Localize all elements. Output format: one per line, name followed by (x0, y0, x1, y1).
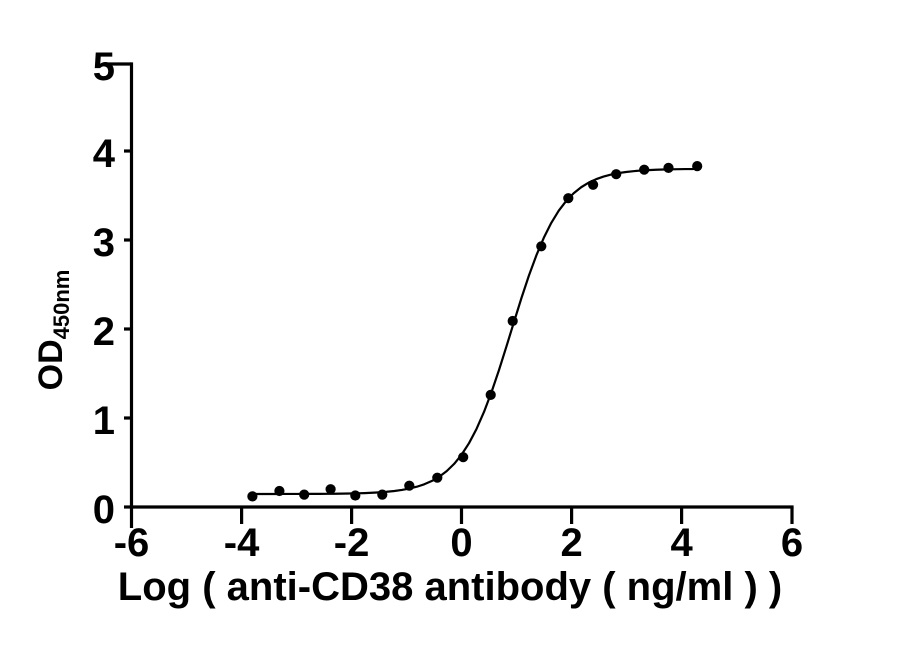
svg-text:-6: -6 (114, 521, 150, 565)
svg-text:4: 4 (670, 521, 693, 565)
svg-text:0: 0 (93, 488, 115, 532)
svg-text:3: 3 (93, 221, 115, 265)
svg-text:2: 2 (93, 310, 115, 354)
svg-text:0: 0 (450, 521, 472, 565)
svg-text:-4: -4 (224, 521, 260, 565)
svg-text:OD450nm: OD450nm (32, 270, 74, 391)
svg-text:1: 1 (93, 399, 115, 443)
svg-text:6: 6 (781, 521, 803, 565)
svg-text:2: 2 (560, 521, 582, 565)
svg-text:5: 5 (93, 45, 115, 89)
svg-text:4: 4 (93, 132, 116, 176)
svg-text:Log ( anti-CD38 antibody ( ng/: Log ( anti-CD38 antibody ( ng/ml ) ) (118, 565, 782, 609)
svg-text:-2: -2 (334, 521, 370, 565)
